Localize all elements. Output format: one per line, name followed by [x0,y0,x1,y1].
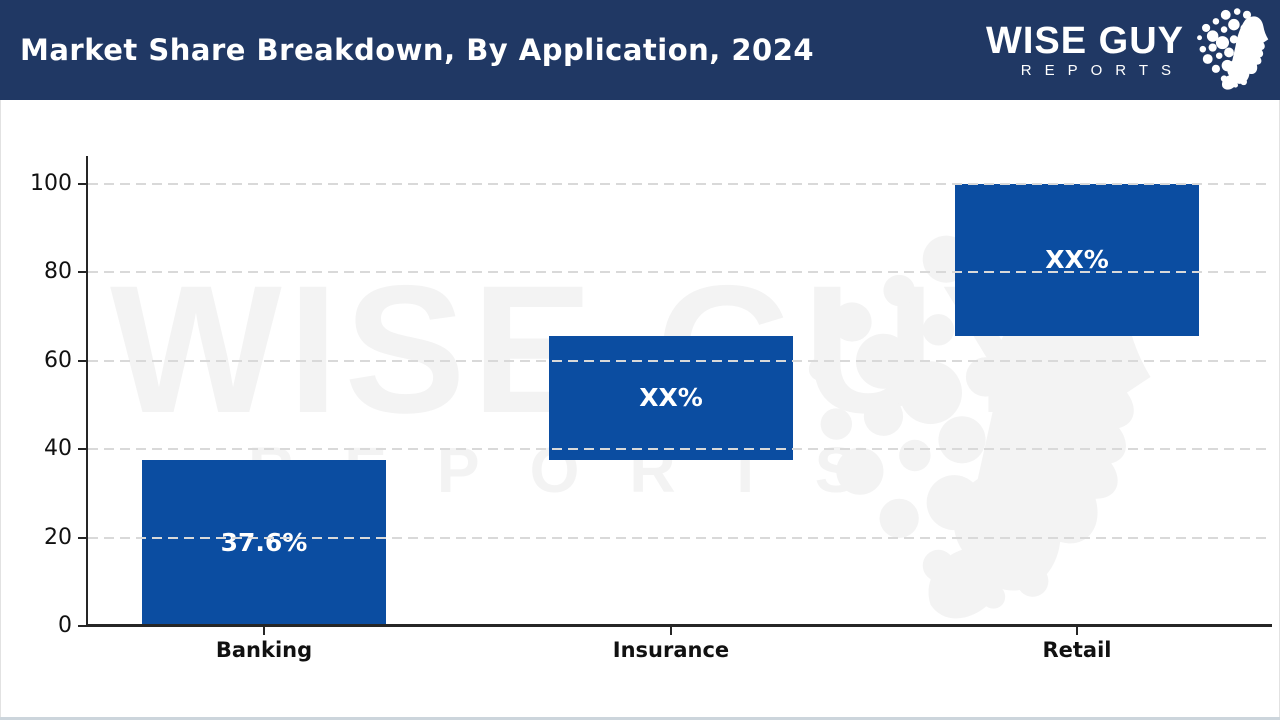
gridline [88,182,1272,185]
wiseguy-face-icon [1197,8,1269,90]
y-tick-mark [78,448,86,450]
y-tick-label: 0 [58,613,72,638]
gridline [88,536,1272,539]
x-axis-line [87,624,1272,627]
y-tick-label: 80 [44,259,72,284]
x-axis-label: Retail [1042,638,1112,662]
y-tick-label: 100 [30,170,72,196]
y-tick-mark [78,536,86,539]
logo-subtext: REPORTS [1020,62,1184,79]
y-tick-mark [78,271,86,273]
y-tick-label: 40 [44,436,72,461]
y-tick-label: 20 [44,524,72,550]
bar-banking: 37.6% [142,459,386,626]
wiseguy-logo: WISE GUY REPORTS [986,4,1270,96]
x-tick-mark [670,627,672,635]
bar-retail: XX% [955,183,1199,337]
bar-value-label: XX% [639,383,703,413]
x-axis-label: Banking [215,638,313,662]
y-tick-mark [78,182,86,185]
y-tick-mark [78,359,86,362]
gridline [88,359,1272,362]
y-tick-mark [78,625,86,627]
x-tick-mark [1076,627,1078,635]
y-tick-label: 60 [44,347,72,373]
bar-value-label: XX% [1045,245,1109,275]
gridline [88,271,1272,273]
x-axis-label: Insurance [612,638,730,662]
header-bar: Market Share Breakdown, By Application, … [0,0,1280,100]
x-tick-mark [263,627,265,635]
logo-wordmark: WISE GUY [985,20,1184,62]
page-title: Market Share Breakdown, By Application, … [20,33,815,67]
gridline [88,448,1272,450]
bar-insurance: XX% [549,336,793,460]
bar-value-label: 37.6% [220,528,308,558]
bottom-border [0,717,1280,720]
y-axis-line [86,156,88,627]
